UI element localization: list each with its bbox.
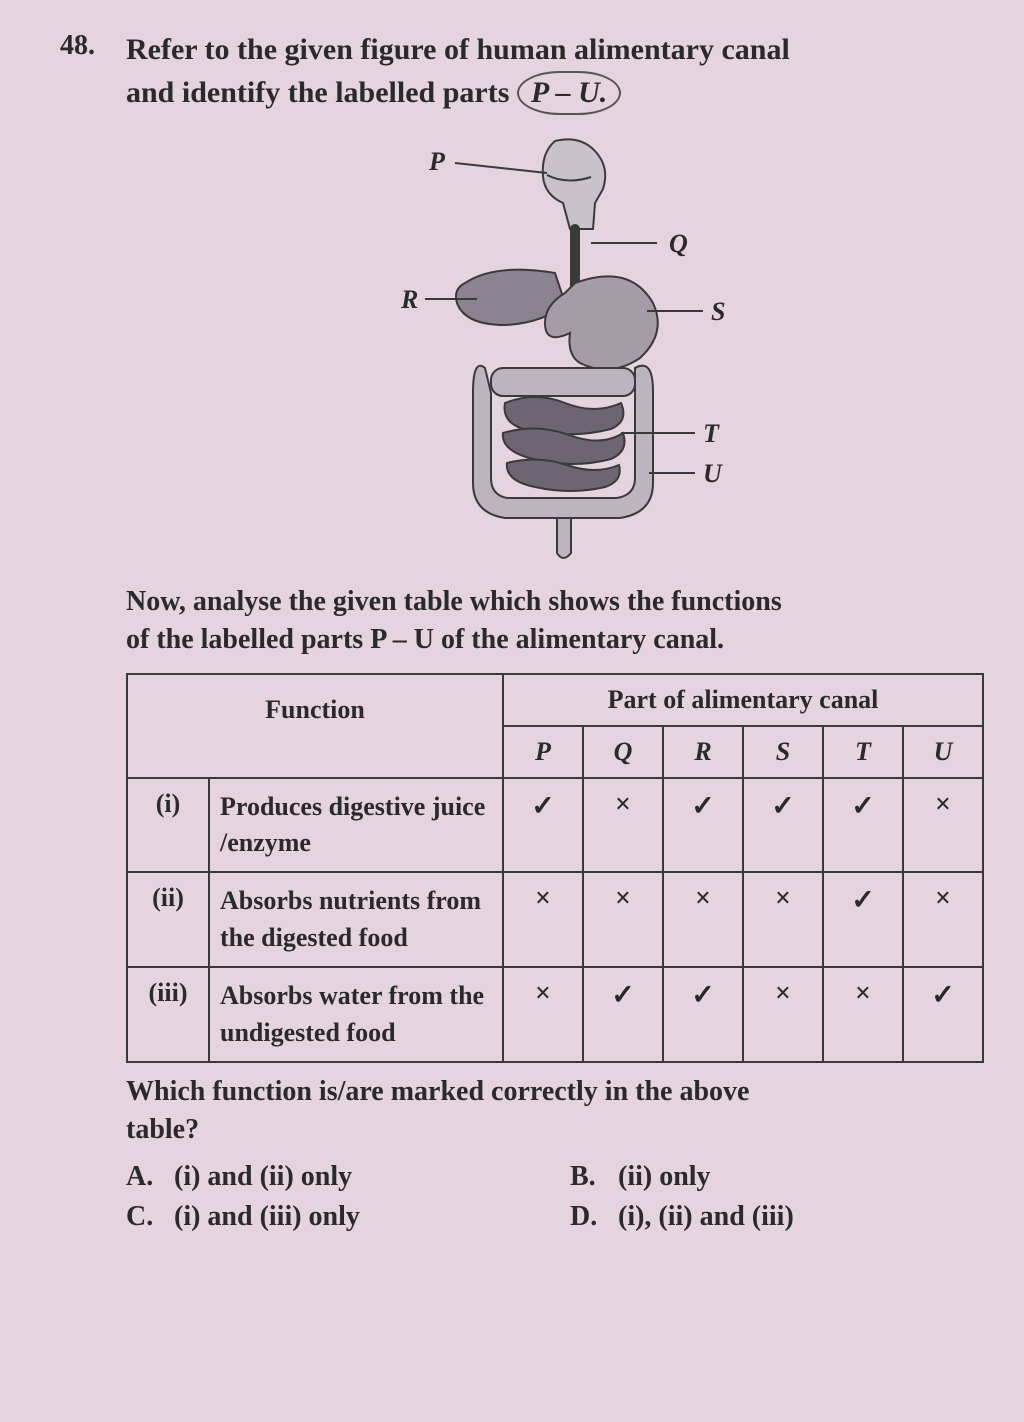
mark-cell: ✓ [663, 967, 743, 1062]
analysis-line-1: Now, analyse the given table which shows… [126, 586, 782, 617]
function-table: Function Part of alimentary canal P Q R … [126, 673, 984, 1063]
table-row: (ii) Absorbs nutrients from the digested… [127, 872, 983, 967]
part-col-t: T [823, 726, 903, 778]
question-parts-range: P – U. [517, 71, 621, 116]
question-body: Refer to the given figure of human alime… [126, 30, 984, 1233]
part-col-r: R [663, 726, 743, 778]
table-row: (i) Produces digestive juice /enzyme ✓ ×… [127, 778, 983, 873]
figure-container: P Q R S T U [126, 133, 984, 563]
alimentary-canal-figure: P Q R S T U [345, 133, 765, 563]
mark-cell: ✓ [823, 778, 903, 873]
table-header-row-1: Function Part of alimentary canal [127, 674, 983, 726]
figure-label-s: S [711, 297, 725, 327]
mark-cell: × [503, 872, 583, 967]
mark-cell: ✓ [743, 778, 823, 873]
mark-cell: × [663, 872, 743, 967]
final-question: Which function is/are marked correctly i… [126, 1073, 984, 1149]
option-a: A. (i) and (ii) only [126, 1161, 540, 1193]
mark-cell: × [743, 872, 823, 967]
figure-label-r: R [401, 285, 418, 315]
part-col-p: P [503, 726, 583, 778]
final-question-line-2: table? [126, 1114, 199, 1145]
final-question-line-1: Which function is/are marked correctly i… [126, 1076, 749, 1107]
table-row: (iii) Absorbs water from the undigested … [127, 967, 983, 1062]
mark-cell: ✓ [823, 872, 903, 967]
figure-label-p: P [429, 147, 445, 177]
option-letter: A. [126, 1161, 156, 1193]
row-function-name: Absorbs nutrients from the digested food [209, 872, 503, 967]
question-text: Refer to the given figure of human alime… [126, 30, 984, 115]
question-page: 48. Refer to the given figure of human a… [0, 0, 1024, 1263]
option-text: (i) and (iii) only [174, 1201, 360, 1233]
question-number: 48. [60, 30, 108, 62]
mark-cell: × [903, 778, 983, 873]
figure-label-u: U [703, 459, 722, 489]
row-roman: (ii) [127, 872, 209, 967]
row-function-name: Absorbs water from the undigested food [209, 967, 503, 1062]
option-d: D. (i), (ii) and (iii) [570, 1201, 984, 1233]
mark-cell: × [903, 872, 983, 967]
part-col-u: U [903, 726, 983, 778]
part-header: Part of alimentary canal [503, 674, 983, 726]
question-line-1: Refer to the given figure of human alime… [126, 33, 790, 66]
row-roman: (i) [127, 778, 209, 873]
alimentary-canal-diagram [395, 133, 715, 563]
analysis-text: Now, analyse the given table which shows… [126, 583, 984, 659]
option-text: (i), (ii) and (iii) [618, 1201, 794, 1233]
row-roman: (iii) [127, 967, 209, 1062]
mark-cell: × [743, 967, 823, 1062]
mark-cell: ✓ [503, 778, 583, 873]
mark-cell: × [823, 967, 903, 1062]
option-text: (ii) only [618, 1161, 711, 1193]
option-c: C. (i) and (iii) only [126, 1201, 540, 1233]
option-letter: D. [570, 1201, 600, 1233]
option-b: B. (ii) only [570, 1161, 984, 1193]
figure-label-t: T [703, 419, 719, 449]
function-header: Function [127, 674, 503, 778]
figure-label-q: Q [669, 229, 688, 259]
answer-options: A. (i) and (ii) only B. (ii) only C. (i)… [126, 1161, 984, 1233]
part-col-s: S [743, 726, 823, 778]
mark-cell: ✓ [663, 778, 743, 873]
mark-cell: × [503, 967, 583, 1062]
option-letter: C. [126, 1201, 156, 1233]
row-function-name: Produces digestive juice /enzyme [209, 778, 503, 873]
part-col-q: Q [583, 726, 663, 778]
mark-cell: ✓ [583, 967, 663, 1062]
analysis-line-2: of the labelled parts P – U of the alime… [126, 624, 724, 655]
option-letter: B. [570, 1161, 600, 1193]
question-line-2-prefix: and identify the labelled parts [126, 76, 509, 109]
mark-cell: × [583, 778, 663, 873]
option-text: (i) and (ii) only [174, 1161, 352, 1193]
mark-cell: × [583, 872, 663, 967]
mark-cell: ✓ [903, 967, 983, 1062]
question-header: 48. Refer to the given figure of human a… [60, 30, 984, 1233]
